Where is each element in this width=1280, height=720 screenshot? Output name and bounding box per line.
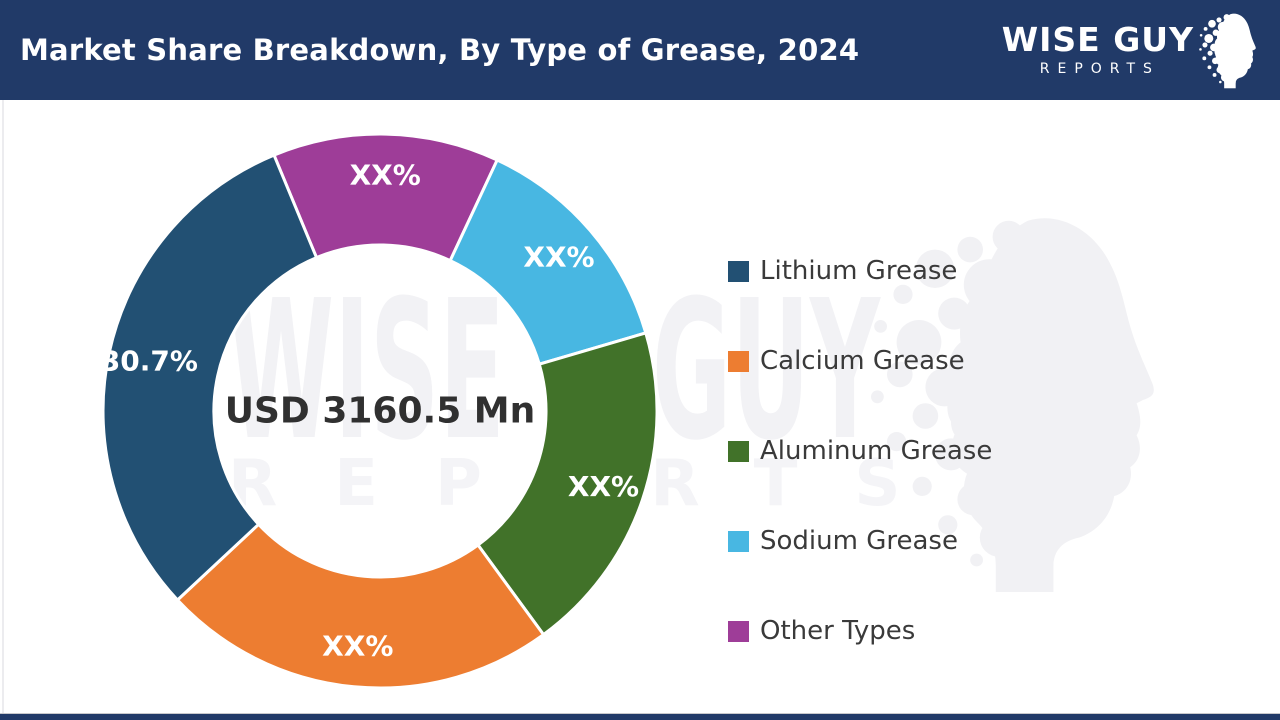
legend-label: Sodium Grease <box>760 526 958 556</box>
segment-label-calcium-grease: XX% <box>322 630 393 663</box>
legend-item-calcium-grease: Calcium Grease <box>728 346 992 376</box>
watermark-word-1: WISE <box>228 260 505 483</box>
segment-label-sodium-grease: XX% <box>523 241 594 274</box>
segment-label-aluminum-grease: XX% <box>568 470 639 503</box>
logo-subtext: REPORTS <box>1039 61 1160 77</box>
logo: WISE GUY REPORTS <box>1002 11 1260 89</box>
donut-labels: XX% XX% XX% XX% 30.7% <box>101 159 639 663</box>
donut-segment-calcium-grease <box>175 522 546 690</box>
watermark-word-2: GUY <box>652 260 881 483</box>
legend-item-aluminum-grease: Aluminum Grease <box>728 436 992 466</box>
legend-swatch <box>728 530 749 552</box>
page-title: Market Share Breakdown, By Type of Greas… <box>20 33 860 67</box>
logo-wordmark: WISE GUY <box>1001 20 1194 59</box>
center-value: USD 3160.5 Mn <box>225 391 535 432</box>
donut-segment-aluminum-grease <box>475 331 659 637</box>
legend-item-sodium-grease: Sodium Grease <box>728 526 992 556</box>
legend-item-lithium-grease: Lithium Grease <box>728 256 992 286</box>
donut-segments <box>101 132 659 690</box>
legend-item-other-types: Other Types <box>728 616 992 646</box>
segment-label-lithium-grease: 30.7% <box>101 345 198 378</box>
footer-bar <box>0 714 1280 720</box>
legend-label: Other Types <box>760 616 916 646</box>
legend-swatch <box>728 350 749 372</box>
legend: Lithium Grease Calcium Grease Aluminum Gre… <box>728 256 992 706</box>
legend-swatch <box>728 440 749 462</box>
left-edge-divider <box>2 100 4 714</box>
legend-label: Lithium Grease <box>760 256 958 286</box>
logo-head-icon <box>1196 11 1260 89</box>
chart-area: WISE GUY REPORTS XX% XX% XX% XX% 30.7% USD 3… <box>0 100 1280 720</box>
logo-text: WISE GUY REPORTS <box>1002 23 1194 77</box>
legend-swatch <box>728 260 749 282</box>
footer-divider <box>0 713 1280 714</box>
legend-label: Calcium Grease <box>760 346 965 376</box>
segment-label-other-types: XX% <box>350 159 421 192</box>
background-watermark: WISE GUY REPORTS <box>228 218 1154 592</box>
donut-segment-lithium-grease <box>101 153 319 603</box>
donut-chart: XX% XX% XX% XX% 30.7% USD 3160.5 Mn <box>101 132 659 690</box>
header-bar: Market Share Breakdown, By Type of Greas… <box>0 0 1280 100</box>
legend-label: Aluminum Grease <box>760 436 993 466</box>
legend-swatch <box>728 620 749 642</box>
